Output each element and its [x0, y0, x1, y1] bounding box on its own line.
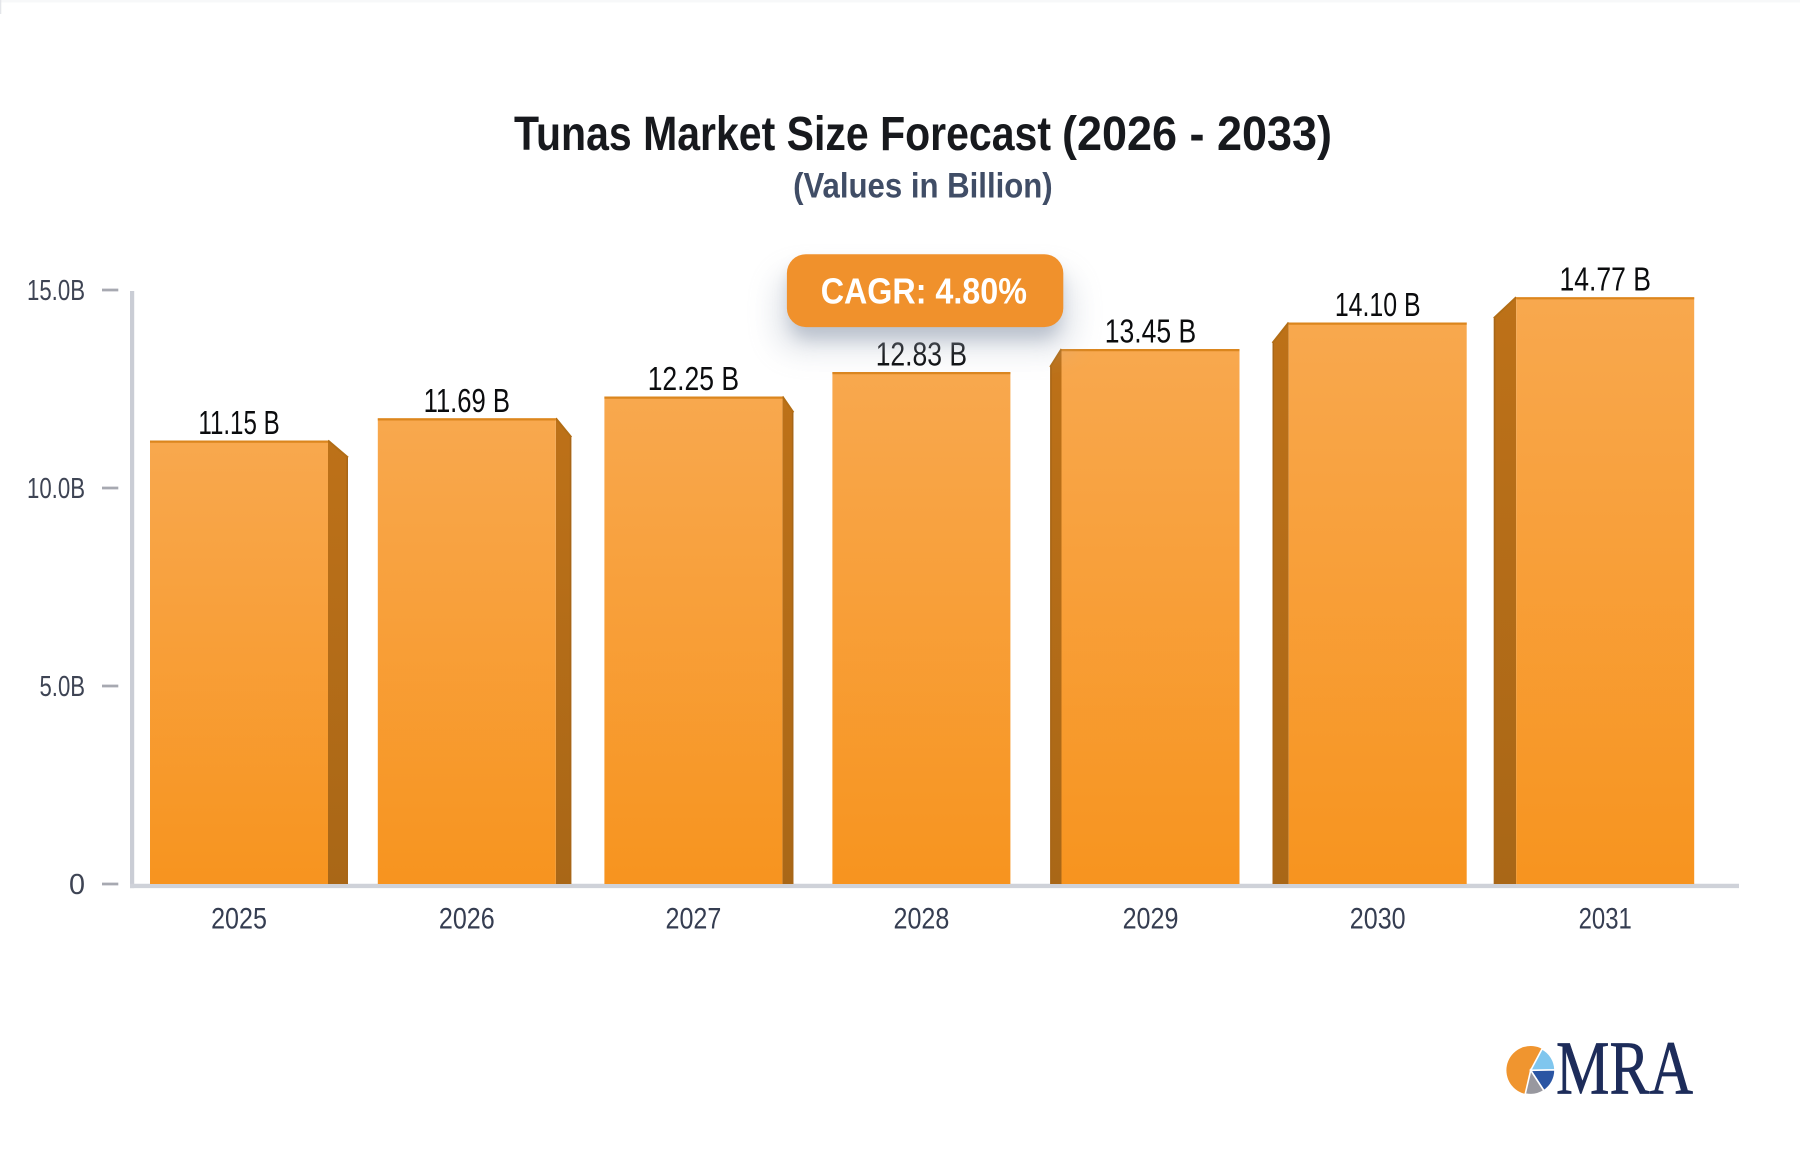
svg-text:CAGR: 4.80%: CAGR: 4.80%	[821, 271, 1027, 312]
svg-text:5.0B: 5.0B	[40, 671, 86, 703]
svg-text:MRA: MRA	[1556, 1026, 1693, 1110]
svg-text:(Values in Billion): (Values in Billion)	[793, 167, 1053, 206]
svg-text:Tunas Market Size Forecast: Tunas Market Size Forecast	[514, 108, 1051, 161]
svg-text:2026: 2026	[439, 902, 495, 935]
svg-text:12.25 B: 12.25 B	[648, 361, 739, 398]
svg-text:10.0B: 10.0B	[27, 473, 85, 505]
svg-text:2027: 2027	[666, 902, 722, 935]
svg-text:15.0B: 15.0B	[27, 275, 85, 307]
svg-text:2028: 2028	[894, 902, 950, 935]
svg-text:2031: 2031	[1579, 902, 1632, 935]
svg-text:0: 0	[69, 869, 85, 901]
svg-text:(2026 - 2033): (2026 - 2033)	[1062, 108, 1332, 161]
svg-text:2030: 2030	[1350, 902, 1406, 935]
svg-text:13.45 B: 13.45 B	[1105, 314, 1196, 351]
svg-text:2025: 2025	[211, 902, 267, 935]
svg-text:11.15 B: 11.15 B	[198, 405, 279, 442]
svg-text:14.77 B: 14.77 B	[1560, 262, 1651, 299]
svg-text:14.10 B: 14.10 B	[1335, 287, 1421, 324]
svg-text:2029: 2029	[1123, 902, 1179, 935]
svg-text:11.69 B: 11.69 B	[424, 383, 510, 420]
